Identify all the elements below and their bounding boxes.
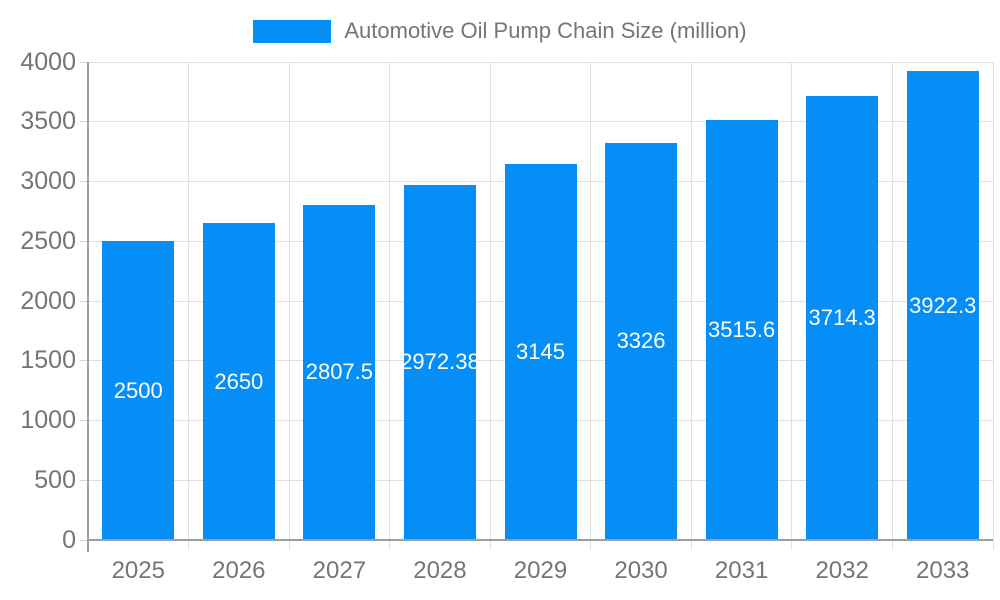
x-axis-label-2032: 2032 bbox=[815, 557, 869, 584]
y-axis-tick bbox=[80, 121, 88, 123]
x-axis-label-2033: 2033 bbox=[916, 557, 970, 584]
y-axis-label: 1000 bbox=[20, 406, 76, 434]
y-axis-tick bbox=[80, 539, 88, 541]
legend-marker-icon bbox=[253, 19, 332, 43]
x-gridline bbox=[992, 62, 994, 550]
y-axis-tick bbox=[80, 61, 88, 63]
y-gridline bbox=[88, 61, 993, 63]
bar-2033[interactable] bbox=[906, 71, 979, 540]
bar-2027[interactable] bbox=[303, 204, 376, 540]
y-axis-label: 0 bbox=[62, 525, 76, 554]
x-gridline bbox=[690, 62, 692, 550]
x-axis-label-2027: 2027 bbox=[312, 557, 367, 584]
x-gridline bbox=[891, 62, 893, 550]
x-axis-label-2030: 2030 bbox=[614, 557, 668, 584]
x-axis-line bbox=[88, 539, 993, 541]
bar-2025[interactable] bbox=[102, 241, 175, 540]
x-gridline bbox=[489, 62, 491, 550]
y-axis-tick bbox=[80, 240, 88, 242]
x-gridline bbox=[791, 62, 793, 550]
x-axis-label-2029: 2029 bbox=[513, 557, 568, 584]
x-gridline bbox=[288, 62, 290, 550]
legend-label: Automotive Oil Pump Chain Size (million) bbox=[344, 18, 747, 43]
bar-2030[interactable] bbox=[605, 142, 678, 540]
bar-2031[interactable] bbox=[705, 119, 778, 540]
bar-2029[interactable] bbox=[504, 164, 577, 540]
x-axis-label-2031: 2031 bbox=[714, 557, 769, 584]
y-axis-label: 3500 bbox=[20, 107, 76, 136]
y-axis-tick bbox=[80, 360, 88, 362]
x-axis-label-2028: 2028 bbox=[413, 557, 467, 584]
y-axis-label: 500 bbox=[34, 465, 76, 494]
y-axis-tick bbox=[80, 479, 88, 481]
y-axis-tick bbox=[80, 300, 88, 302]
x-gridline bbox=[188, 62, 190, 550]
bar-2032[interactable] bbox=[806, 96, 879, 540]
y-axis-label: 1500 bbox=[20, 346, 76, 375]
y-axis-label: 3000 bbox=[20, 167, 76, 195]
y-axis-label: 2500 bbox=[20, 226, 76, 255]
y-axis-line bbox=[87, 62, 89, 552]
bar-2026[interactable] bbox=[202, 223, 275, 540]
y-axis-label: 2000 bbox=[20, 286, 76, 315]
x-axis-label-2026: 2026 bbox=[212, 557, 266, 584]
x-gridline bbox=[590, 62, 592, 550]
y-gridline bbox=[88, 121, 993, 123]
legend[interactable]: Automotive Oil Pump Chain Size (million) bbox=[0, 18, 1000, 44]
y-axis-tick bbox=[80, 181, 88, 182]
y-axis-tick bbox=[80, 420, 88, 421]
x-axis-label-2025: 2025 bbox=[111, 557, 165, 584]
x-gridline bbox=[389, 62, 391, 550]
bar-2028[interactable] bbox=[403, 184, 476, 540]
y-axis-label: 4000 bbox=[20, 47, 76, 76]
